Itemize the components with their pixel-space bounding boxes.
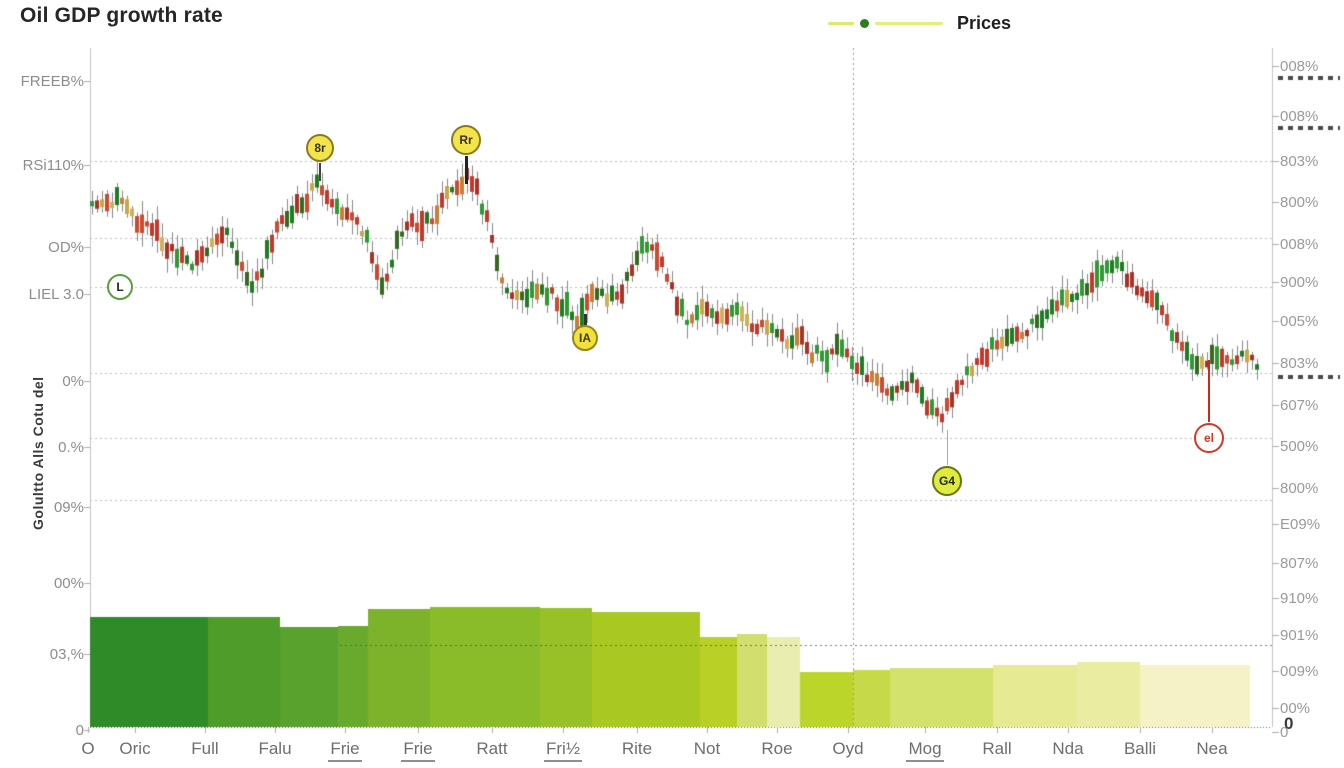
left-axis-label: 00% <box>53 575 84 592</box>
right-axis-label: 901% <box>1280 627 1319 644</box>
right-axis-zero-label: 0 <box>1284 714 1294 733</box>
left-axis-label: 03,% <box>49 646 84 663</box>
x-axis-label: Frie <box>373 739 463 762</box>
right-axis-label: 008% <box>1280 236 1319 253</box>
right-axis-label: 910% <box>1280 590 1319 607</box>
right-axis-label: 500% <box>1280 438 1319 455</box>
right-axis-label: 803% <box>1280 355 1319 372</box>
right-axis-label: 900% <box>1280 274 1319 291</box>
x-axis-label: Ratt <box>476 739 508 758</box>
right-axis-label: E09% <box>1280 516 1321 533</box>
right-axis-label: 803% <box>1280 153 1319 170</box>
left-axis-label: 0% <box>62 373 84 390</box>
marker-stem <box>319 163 321 181</box>
event-badge-ia[interactable]: IA <box>572 325 598 351</box>
right-axis-label: 009% <box>1280 663 1319 680</box>
marker-stem <box>464 156 468 184</box>
right-axis-label: 800% <box>1280 480 1319 497</box>
right-axis-label: 607% <box>1280 397 1319 414</box>
x-axis-label: Rite <box>621 739 653 758</box>
x-axis-label: Falu <box>258 739 292 758</box>
event-badge-el[interactable]: el <box>1194 423 1224 453</box>
right-axis-label: 807% <box>1280 555 1319 572</box>
left-axis-label: 0 <box>75 722 84 739</box>
right-axis-label: 005% <box>1280 313 1319 330</box>
left-axis-label: RSi110% <box>22 157 84 174</box>
x-axis-label: Rall <box>982 739 1012 758</box>
x-axis-label: Nea <box>1196 739 1228 758</box>
right-axis-label: 008% <box>1280 108 1319 125</box>
x-axis-label: Roe <box>761 739 793 758</box>
x-axis-label: Oric <box>119 739 151 758</box>
left-axis-label: 0.% <box>58 439 84 456</box>
right-axis-label: 800% <box>1280 194 1319 211</box>
x-axis-label: Balli <box>1123 739 1157 758</box>
left-axis-label: FREEB% <box>20 73 84 90</box>
left-axis-label: OD% <box>48 239 84 256</box>
x-axis-label: Nda <box>1052 739 1084 758</box>
x-axis-label: O <box>81 739 95 758</box>
event-badge-g4[interactable]: G4 <box>932 466 962 496</box>
marker-stem <box>946 430 948 465</box>
x-axis-label: Full <box>191 739 219 758</box>
marker-stem <box>583 314 587 325</box>
event-badge-l[interactable]: L <box>107 274 133 300</box>
x-axis-label: Frie <box>300 739 390 762</box>
left-axis-label: 09% <box>53 499 84 516</box>
right-axis-label: 00% <box>1280 700 1311 717</box>
x-axis-label: Mog <box>880 739 970 762</box>
x-axis-label: Fri½ <box>518 739 608 762</box>
left-axis-label: LIEL 3.0 <box>28 286 84 303</box>
x-axis-label: Not <box>693 739 721 758</box>
marker-stem <box>1208 360 1210 422</box>
right-axis-label: 0 <box>1280 724 1289 741</box>
event-badge-8r[interactable]: 8r <box>306 134 334 162</box>
right-axis-label: 008% <box>1280 58 1319 75</box>
event-badge-rr[interactable]: Rr <box>451 125 481 155</box>
x-axis-label: Oyd <box>832 739 864 758</box>
